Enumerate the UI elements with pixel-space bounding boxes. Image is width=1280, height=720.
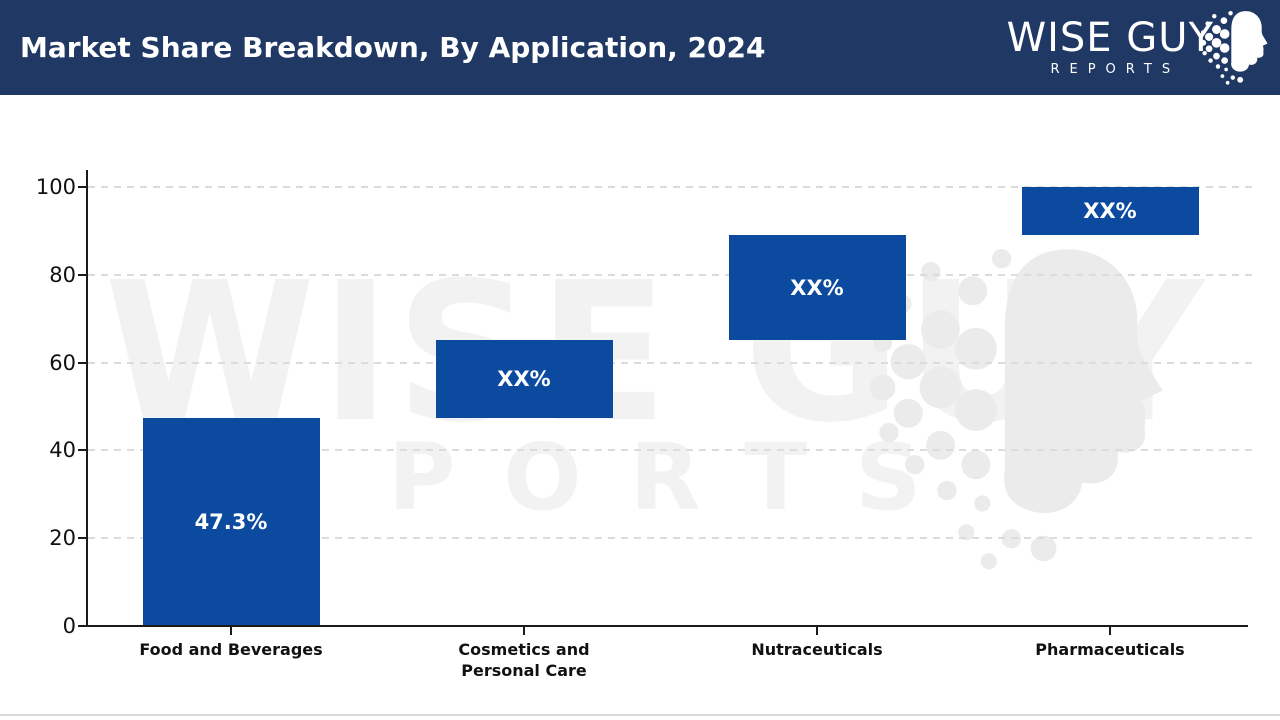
wiseguy-logo-text: WISE GUY REPORTS (1007, 18, 1214, 77)
gridline-20 (88, 537, 1252, 540)
bar-value-label: XX% (1083, 199, 1137, 224)
x-label-line: Personal Care (461, 661, 587, 680)
bottom-divider (0, 714, 1280, 716)
x-label-pharmaceuticals: Pharmaceuticals (960, 639, 1260, 660)
bar-value-label: 47.3% (194, 510, 268, 535)
page-title: Market Share Breakdown, By Application, … (20, 31, 766, 64)
y-tick-label-60: 60 (49, 350, 76, 375)
bar-value-label: XX% (497, 367, 551, 392)
wiseguy-head-icon (1200, 10, 1268, 85)
bar-food-and-beverages: 47.3% (142, 418, 320, 626)
y-tick-label-40: 40 (49, 438, 76, 463)
y-tick-label-80: 80 (49, 262, 76, 287)
x-tick-nutraceuticals (816, 627, 818, 635)
header-bar: Market Share Breakdown, By Application, … (0, 0, 1280, 95)
x-label-nutraceuticals: Nutraceuticals (667, 639, 967, 660)
wiseguy-logo: WISE GUY REPORTS (1007, 7, 1280, 89)
x-tick-cosmetics-and-personal-care (523, 627, 525, 635)
gridline-100 (88, 186, 1252, 188)
gridline-80 (88, 273, 1252, 276)
x-label-line: Pharmaceuticals (1035, 640, 1185, 659)
y-axis-line (86, 170, 88, 627)
logo-subtitle: REPORTS (1050, 62, 1181, 77)
y-tick-label-0: 0 (62, 614, 76, 638)
bar-value-label: XX% (790, 275, 844, 300)
x-label-line: Food and Beverages (139, 640, 323, 659)
x-label-line: Nutraceuticals (751, 640, 883, 659)
x-tick-food-and-beverages (230, 627, 232, 635)
gridline-40 (88, 449, 1252, 452)
x-axis-line (85, 625, 1248, 627)
x-label-food-and-beverages: Food and Beverages (81, 639, 381, 660)
bar-cosmetics-and-personal-care: XX% (435, 340, 613, 419)
y-tick-20 (78, 537, 86, 540)
y-tick-60 (78, 361, 86, 364)
watermark-text-line2: PORTS (388, 424, 970, 531)
y-tick-100 (78, 186, 86, 188)
logo-wordmark: WISE GUY (1006, 15, 1214, 61)
y-tick-label-100: 100 (35, 175, 76, 199)
gridline-60 (88, 361, 1252, 364)
y-tick-40 (78, 449, 86, 452)
bar-nutraceuticals: XX% (728, 235, 906, 341)
y-tick-80 (78, 273, 86, 276)
y-tick-0 (78, 625, 86, 627)
x-label-cosmetics-and-personal-care: Cosmetics and Personal Care (374, 639, 674, 681)
y-tick-label-20: 20 (49, 526, 76, 551)
x-label-line: Cosmetics and (458, 640, 590, 659)
bar-pharmaceuticals: XX% (1021, 187, 1199, 236)
x-tick-pharmaceuticals (1109, 627, 1111, 635)
